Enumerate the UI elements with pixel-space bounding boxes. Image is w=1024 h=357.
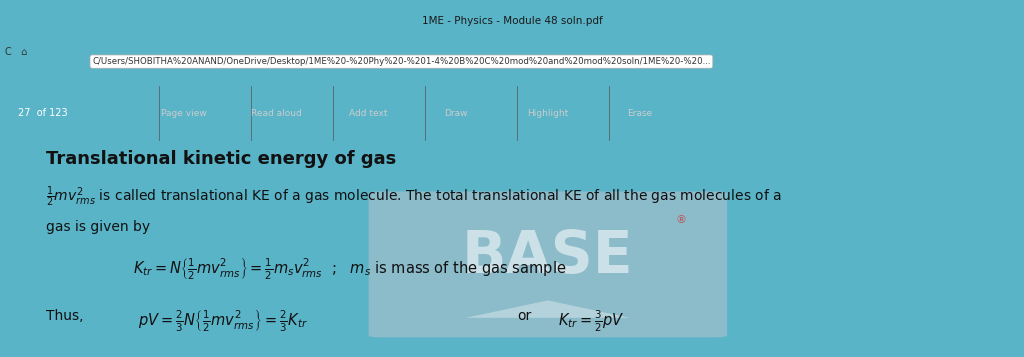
Text: Erase: Erase xyxy=(628,109,652,118)
Text: Translational kinetic energy of gas: Translational kinetic energy of gas xyxy=(46,150,396,168)
Text: Draw: Draw xyxy=(444,109,467,118)
Text: $K_{tr} = N\left\{\frac{1}{2}mv_{rms}^{2}\right\} = \frac{1}{2}m_{s}v_{rms}^{2}$: $K_{tr} = N\left\{\frac{1}{2}mv_{rms}^{2… xyxy=(133,257,566,282)
Text: 27  of 123: 27 of 123 xyxy=(18,108,68,119)
Text: $\frac{1}{2}mv_{rms}^{2}$ is called translational KE of a gas molecule. The tota: $\frac{1}{2}mv_{rms}^{2}$ is called tran… xyxy=(46,185,782,209)
Text: Read aloud: Read aloud xyxy=(251,109,302,118)
Text: C   ⌂: C ⌂ xyxy=(5,47,28,57)
Text: Thus,: Thus, xyxy=(46,309,84,323)
Text: BASE: BASE xyxy=(462,228,634,285)
Text: Highlight: Highlight xyxy=(527,109,568,118)
Text: gas is given by: gas is given by xyxy=(46,220,151,234)
Text: ®: ® xyxy=(676,215,686,225)
Text: 1ME - Physics - Module 48 soln.pdf: 1ME - Physics - Module 48 soln.pdf xyxy=(422,16,602,26)
Text: Add text: Add text xyxy=(349,109,388,118)
Text: or: or xyxy=(517,309,531,323)
Text: $K_{tr} = \frac{3}{2}pV$: $K_{tr} = \frac{3}{2}pV$ xyxy=(558,309,625,335)
FancyBboxPatch shape xyxy=(369,191,727,337)
Polygon shape xyxy=(466,300,630,318)
Text: $pV = \frac{2}{3}N\left\{\frac{1}{2}mv_{rms}^{2}\right\} = \frac{2}{3}K_{tr}$: $pV = \frac{2}{3}N\left\{\frac{1}{2}mv_{… xyxy=(138,309,308,335)
Text: C/Users/SHOBITHA%20ANAND/OneDrive/Desktop/1ME%20-%20Phy%20-%201-4%20B%20C%20mod%: C/Users/SHOBITHA%20ANAND/OneDrive/Deskto… xyxy=(92,57,711,66)
Text: Page view: Page view xyxy=(162,109,207,118)
